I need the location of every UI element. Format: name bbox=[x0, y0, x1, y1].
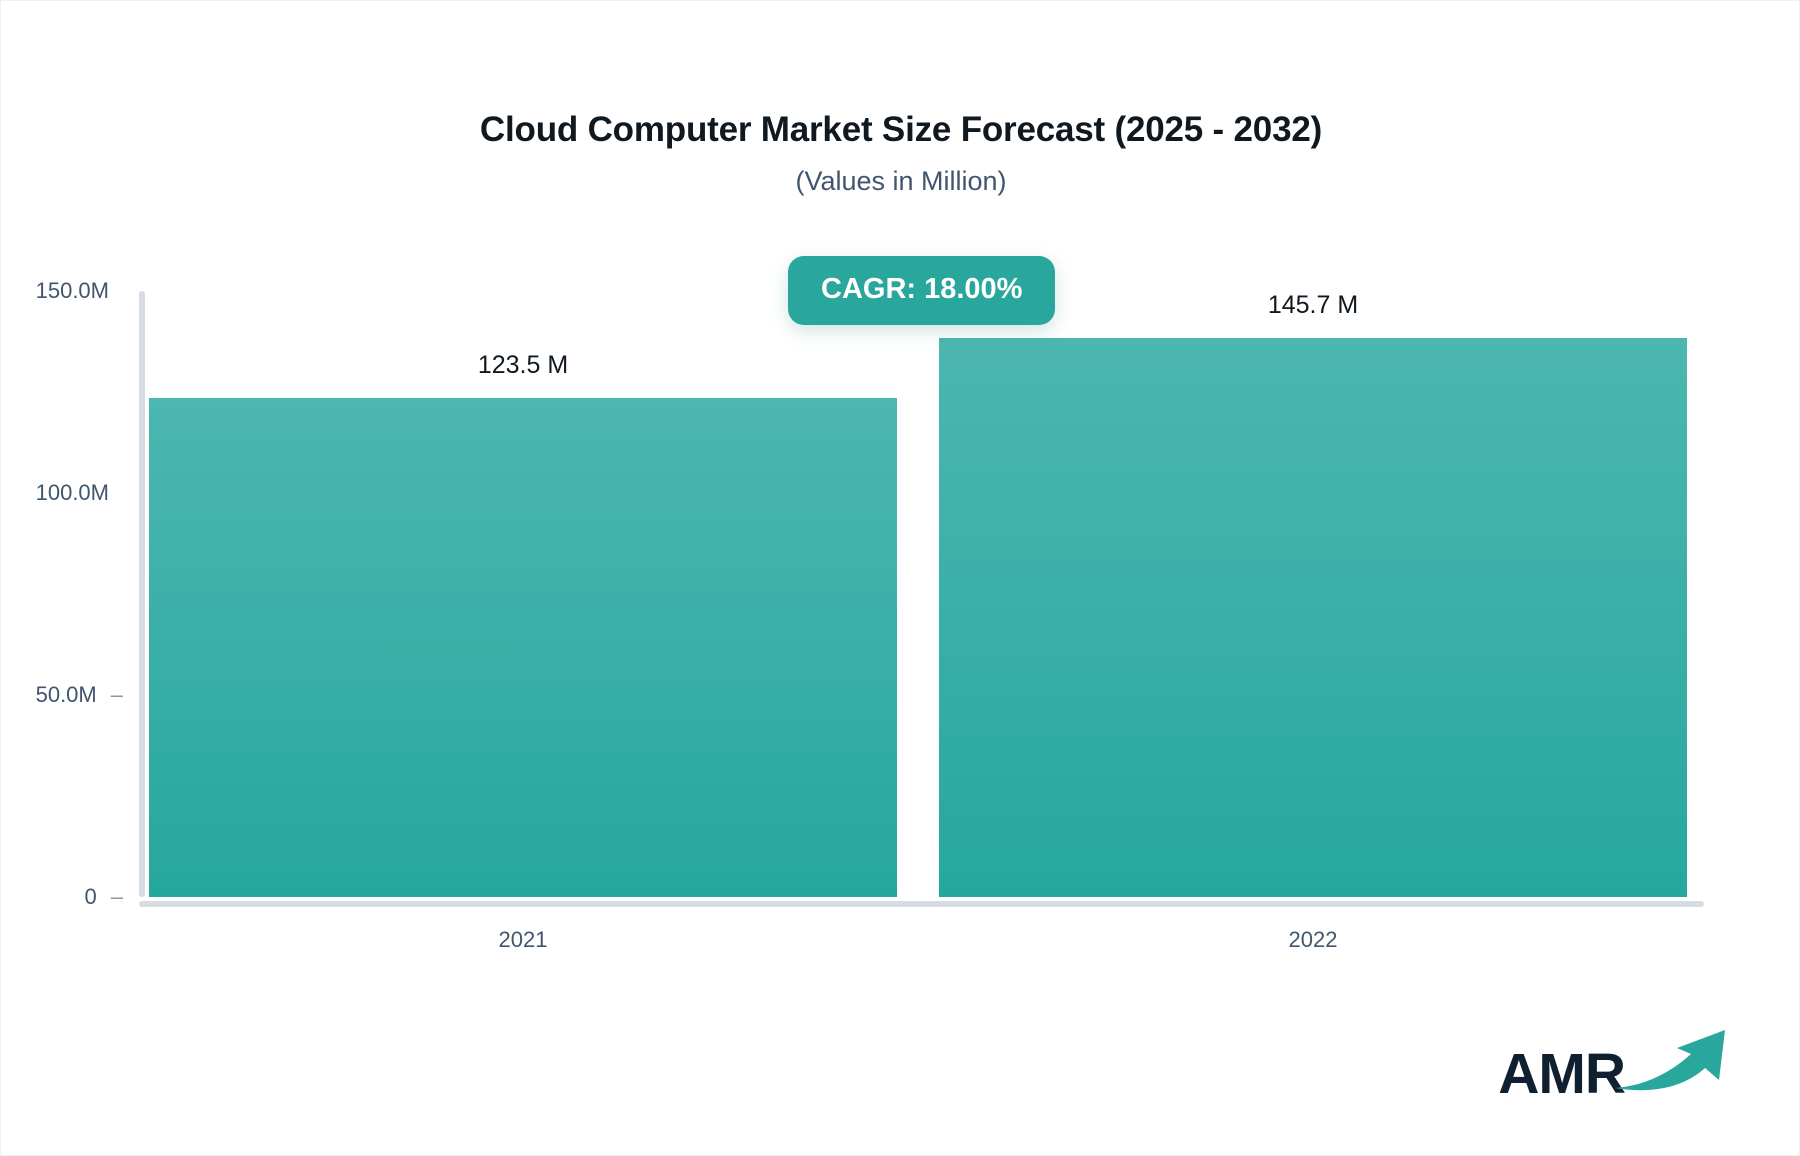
y-tick-50: 50.0M – bbox=[36, 682, 123, 708]
bar-2022[interactable] bbox=[939, 338, 1687, 897]
bar-group-2022: 145.7 M 2022 bbox=[939, 291, 1687, 952]
bar-value-label: 123.5 M bbox=[477, 351, 569, 380]
amr-logo-text: AMR bbox=[1498, 1042, 1626, 1106]
bar-2021[interactable] bbox=[149, 398, 897, 897]
x-axis-spine bbox=[139, 901, 1704, 907]
y-tick-dash: – bbox=[110, 681, 123, 707]
cagr-badge: CAGR: 18.00% bbox=[788, 256, 1056, 325]
x-tick-label-2021: 2021 bbox=[498, 927, 548, 952]
x-tick-label-2022: 2022 bbox=[1288, 927, 1338, 952]
amr-logo: AMR bbox=[1498, 1025, 1741, 1103]
chart-subtitle: (Values in Million) bbox=[795, 165, 1007, 196]
y-tick-150: 150.0M bbox=[36, 278, 123, 304]
title-block: Cloud Computer Market Size Forecast (202… bbox=[1, 110, 1800, 196]
bar-group-2021: 123.5 M 2021 bbox=[149, 291, 897, 952]
page-title: Cloud Computer Market Size Forecast (202… bbox=[479, 110, 1323, 149]
y-tick-label: 150.0M bbox=[35, 278, 109, 303]
y-tick-0: 0– bbox=[85, 884, 124, 910]
bar-value-label: 145.7 M bbox=[1267, 291, 1359, 319]
y-tick-label: 50.0M bbox=[35, 681, 97, 707]
y-tick-label: 0 bbox=[84, 884, 97, 909]
y-tick-100: 100.0M bbox=[36, 480, 123, 506]
y-tick-label: 100.0M bbox=[35, 479, 109, 505]
growth-arrow-icon bbox=[1613, 1026, 1741, 1097]
plot-area: 150.0M 100.0M 50.0M – 0– 123.5 M 2021 145… bbox=[36, 278, 1704, 952]
y-tick-dash: – bbox=[110, 884, 123, 909]
y-axis-spine bbox=[139, 291, 145, 897]
